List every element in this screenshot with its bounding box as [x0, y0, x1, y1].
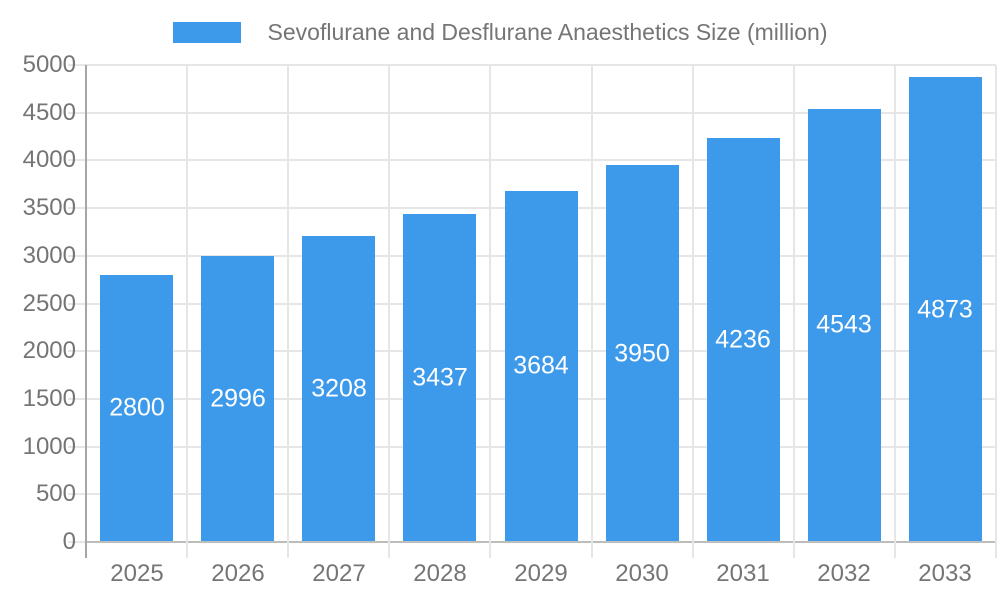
y-tick-label: 2500: [22, 290, 76, 317]
y-tick-label: 1500: [22, 385, 76, 412]
x-tick-label: 2026: [211, 560, 265, 587]
y-tick-label: 500: [35, 480, 76, 507]
bar[interactable]: [909, 77, 982, 541]
y-tick-label: 1000: [22, 433, 76, 460]
v-gridline: [186, 65, 188, 542]
bar[interactable]: [100, 275, 173, 541]
y-gridline: [86, 64, 996, 66]
bar[interactable]: [505, 191, 578, 541]
y-tick-label: 3000: [22, 242, 76, 269]
bar[interactable]: [403, 214, 476, 541]
v-gridline: [591, 65, 593, 542]
x-tick: [287, 542, 289, 558]
v-gridline: [287, 65, 289, 542]
y-tick: [68, 159, 86, 161]
v-gridline: [894, 65, 896, 542]
y-tick: [68, 255, 86, 257]
bar-value-label: 3950: [614, 339, 670, 368]
x-axis-line: [86, 541, 996, 543]
y-gridline: [86, 112, 996, 114]
bar[interactable]: [302, 236, 375, 541]
bar-value-label: 3437: [412, 363, 468, 392]
x-tick-label: 2025: [110, 560, 164, 587]
x-tick: [793, 542, 795, 558]
x-tick-label: 2028: [413, 560, 467, 587]
bar-value-label: 3208: [311, 374, 367, 403]
v-gridline: [489, 65, 491, 542]
y-tick-label: 3500: [22, 194, 76, 221]
x-tick: [85, 542, 87, 558]
y-tick: [68, 207, 86, 209]
x-tick: [692, 542, 694, 558]
y-gridline: [86, 159, 996, 161]
y-axis-line: [85, 65, 87, 544]
y-tick-label: 2000: [22, 337, 76, 364]
v-gridline: [995, 65, 997, 542]
bar[interactable]: [606, 165, 679, 541]
y-tick: [68, 303, 86, 305]
y-tick: [68, 64, 86, 66]
bar-value-label: 4873: [917, 295, 973, 324]
y-tick: [68, 112, 86, 114]
bar-value-label: 3684: [513, 351, 569, 380]
x-tick: [591, 542, 593, 558]
bar-value-label: 4236: [715, 325, 771, 354]
y-tick: [68, 398, 86, 400]
y-tick: [68, 350, 86, 352]
x-tick: [894, 542, 896, 558]
x-tick-label: 2032: [817, 560, 871, 587]
x-tick: [489, 542, 491, 558]
y-tick: [68, 493, 86, 495]
y-tick: [68, 446, 86, 448]
bar-value-label: 2996: [210, 384, 266, 413]
x-tick: [388, 542, 390, 558]
x-tick: [186, 542, 188, 558]
y-tick-label: 4500: [22, 99, 76, 126]
v-gridline: [692, 65, 694, 542]
x-tick-label: 2033: [918, 560, 972, 587]
legend[interactable]: Sevoflurane and Desflurane Anaesthetics …: [0, 19, 1000, 45]
y-tick: [68, 541, 86, 543]
y-tick-label: 4000: [22, 146, 76, 173]
bar[interactable]: [707, 138, 780, 541]
v-gridline: [388, 65, 390, 542]
legend-swatch: [172, 22, 241, 44]
x-tick-label: 2029: [514, 560, 568, 587]
bar-value-label: 4543: [816, 310, 872, 339]
bar[interactable]: [808, 109, 881, 541]
x-tick-label: 2030: [615, 560, 669, 587]
bar-value-label: 2800: [109, 393, 165, 422]
x-tick-label: 2031: [716, 560, 770, 587]
y-tick-label: 5000: [22, 51, 76, 78]
chart-title: Sevoflurane and Desflurane Anaesthetics …: [267, 19, 828, 45]
y-tick-label: 0: [62, 528, 76, 555]
x-tick: [995, 542, 997, 558]
bar[interactable]: [201, 256, 274, 541]
x-tick-label: 2027: [312, 560, 366, 587]
v-gridline: [793, 65, 795, 542]
